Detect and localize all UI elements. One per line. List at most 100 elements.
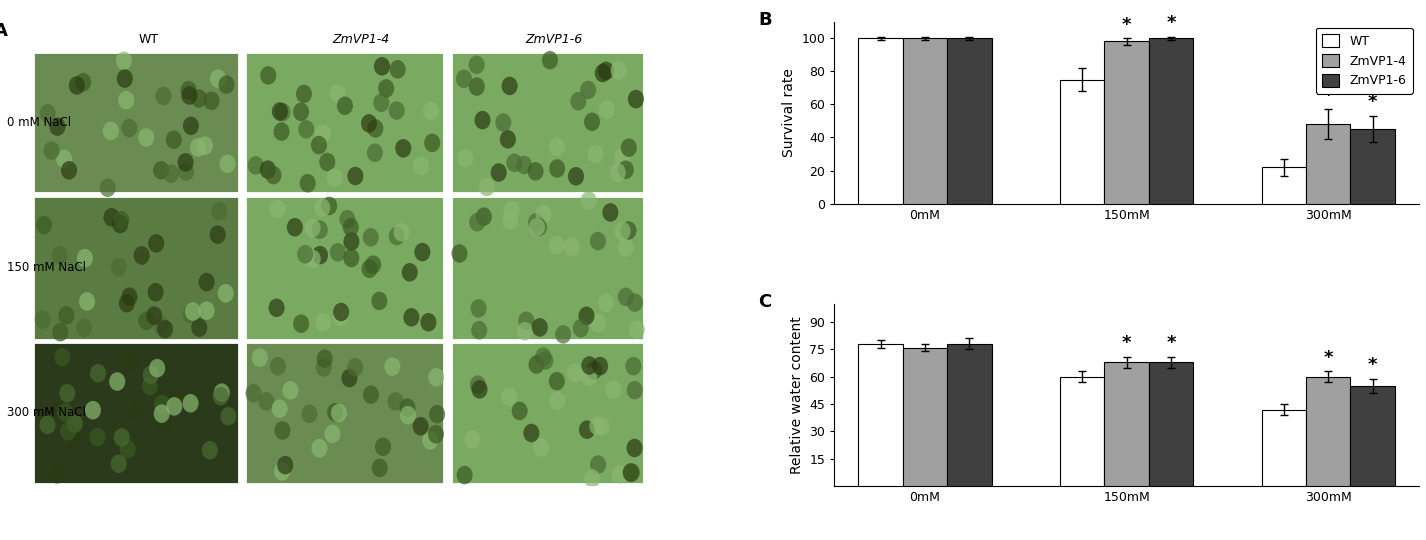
Ellipse shape bbox=[50, 117, 66, 136]
Ellipse shape bbox=[528, 213, 545, 232]
Ellipse shape bbox=[617, 287, 633, 306]
Text: *: * bbox=[1122, 334, 1131, 352]
Ellipse shape bbox=[424, 102, 439, 120]
Ellipse shape bbox=[114, 428, 130, 447]
Ellipse shape bbox=[282, 381, 298, 400]
Ellipse shape bbox=[68, 76, 86, 94]
Ellipse shape bbox=[344, 232, 359, 251]
Ellipse shape bbox=[334, 303, 349, 321]
Text: *: * bbox=[1122, 16, 1131, 33]
Ellipse shape bbox=[342, 218, 359, 237]
Ellipse shape bbox=[563, 238, 580, 256]
Ellipse shape bbox=[311, 136, 327, 154]
Ellipse shape bbox=[185, 302, 201, 321]
Ellipse shape bbox=[414, 157, 429, 176]
Ellipse shape bbox=[245, 384, 261, 402]
Ellipse shape bbox=[597, 294, 615, 312]
Ellipse shape bbox=[371, 292, 388, 310]
Ellipse shape bbox=[60, 422, 76, 441]
Ellipse shape bbox=[34, 310, 51, 329]
Ellipse shape bbox=[412, 417, 429, 436]
Ellipse shape bbox=[395, 139, 411, 158]
Ellipse shape bbox=[248, 156, 264, 174]
Ellipse shape bbox=[110, 372, 125, 391]
Ellipse shape bbox=[297, 85, 312, 103]
Ellipse shape bbox=[298, 120, 314, 139]
Ellipse shape bbox=[191, 89, 207, 108]
Ellipse shape bbox=[375, 437, 391, 456]
Ellipse shape bbox=[384, 357, 401, 376]
Ellipse shape bbox=[579, 421, 595, 439]
Ellipse shape bbox=[274, 462, 289, 481]
Ellipse shape bbox=[610, 164, 626, 182]
Ellipse shape bbox=[585, 112, 600, 131]
Ellipse shape bbox=[549, 159, 565, 178]
Ellipse shape bbox=[191, 318, 207, 337]
Ellipse shape bbox=[265, 166, 281, 184]
Text: *: * bbox=[1368, 93, 1378, 111]
Ellipse shape bbox=[76, 73, 91, 92]
Bar bbox=[858, 38, 903, 204]
Ellipse shape bbox=[469, 375, 486, 394]
Ellipse shape bbox=[429, 405, 445, 423]
Text: ZmVP1-6: ZmVP1-6 bbox=[525, 33, 582, 46]
Ellipse shape bbox=[111, 455, 127, 473]
Ellipse shape bbox=[585, 469, 600, 488]
Ellipse shape bbox=[121, 287, 137, 306]
Ellipse shape bbox=[364, 386, 379, 404]
Ellipse shape bbox=[568, 167, 585, 186]
FancyBboxPatch shape bbox=[245, 342, 445, 484]
Ellipse shape bbox=[592, 357, 607, 375]
Ellipse shape bbox=[501, 387, 518, 406]
FancyBboxPatch shape bbox=[451, 342, 643, 484]
Ellipse shape bbox=[198, 301, 215, 320]
Ellipse shape bbox=[469, 56, 485, 74]
Ellipse shape bbox=[388, 392, 404, 411]
Ellipse shape bbox=[629, 320, 645, 339]
Ellipse shape bbox=[456, 466, 472, 484]
Ellipse shape bbox=[361, 260, 378, 278]
Ellipse shape bbox=[623, 463, 640, 482]
Text: A: A bbox=[0, 22, 9, 39]
Ellipse shape bbox=[368, 119, 384, 138]
Bar bbox=[1060, 377, 1104, 486]
Ellipse shape bbox=[86, 401, 101, 420]
Ellipse shape bbox=[311, 439, 328, 457]
Ellipse shape bbox=[615, 147, 630, 166]
Ellipse shape bbox=[301, 404, 318, 423]
Ellipse shape bbox=[178, 163, 194, 181]
Ellipse shape bbox=[362, 228, 379, 247]
Ellipse shape bbox=[555, 325, 572, 343]
FancyBboxPatch shape bbox=[33, 342, 238, 484]
Ellipse shape bbox=[154, 404, 170, 423]
Ellipse shape bbox=[339, 210, 355, 228]
FancyBboxPatch shape bbox=[33, 196, 238, 340]
Ellipse shape bbox=[103, 122, 118, 140]
Ellipse shape bbox=[275, 103, 291, 122]
Ellipse shape bbox=[147, 283, 164, 301]
Ellipse shape bbox=[374, 93, 389, 112]
Ellipse shape bbox=[90, 428, 106, 447]
Ellipse shape bbox=[503, 201, 519, 219]
Ellipse shape bbox=[220, 407, 237, 426]
Ellipse shape bbox=[332, 307, 348, 326]
Ellipse shape bbox=[374, 57, 389, 76]
Ellipse shape bbox=[378, 79, 394, 98]
Ellipse shape bbox=[595, 64, 610, 82]
Ellipse shape bbox=[204, 91, 220, 110]
Ellipse shape bbox=[143, 366, 158, 384]
Ellipse shape bbox=[67, 414, 83, 433]
Ellipse shape bbox=[274, 421, 291, 440]
Ellipse shape bbox=[399, 399, 415, 417]
Ellipse shape bbox=[271, 400, 288, 418]
Text: 150 mM NaCl: 150 mM NaCl bbox=[7, 261, 86, 274]
Ellipse shape bbox=[589, 417, 605, 435]
Ellipse shape bbox=[475, 111, 491, 130]
Ellipse shape bbox=[523, 424, 539, 442]
Ellipse shape bbox=[361, 114, 376, 133]
Ellipse shape bbox=[580, 191, 596, 210]
Ellipse shape bbox=[274, 122, 289, 141]
Text: WT: WT bbox=[138, 33, 158, 46]
Ellipse shape bbox=[516, 156, 532, 174]
Ellipse shape bbox=[305, 219, 321, 237]
